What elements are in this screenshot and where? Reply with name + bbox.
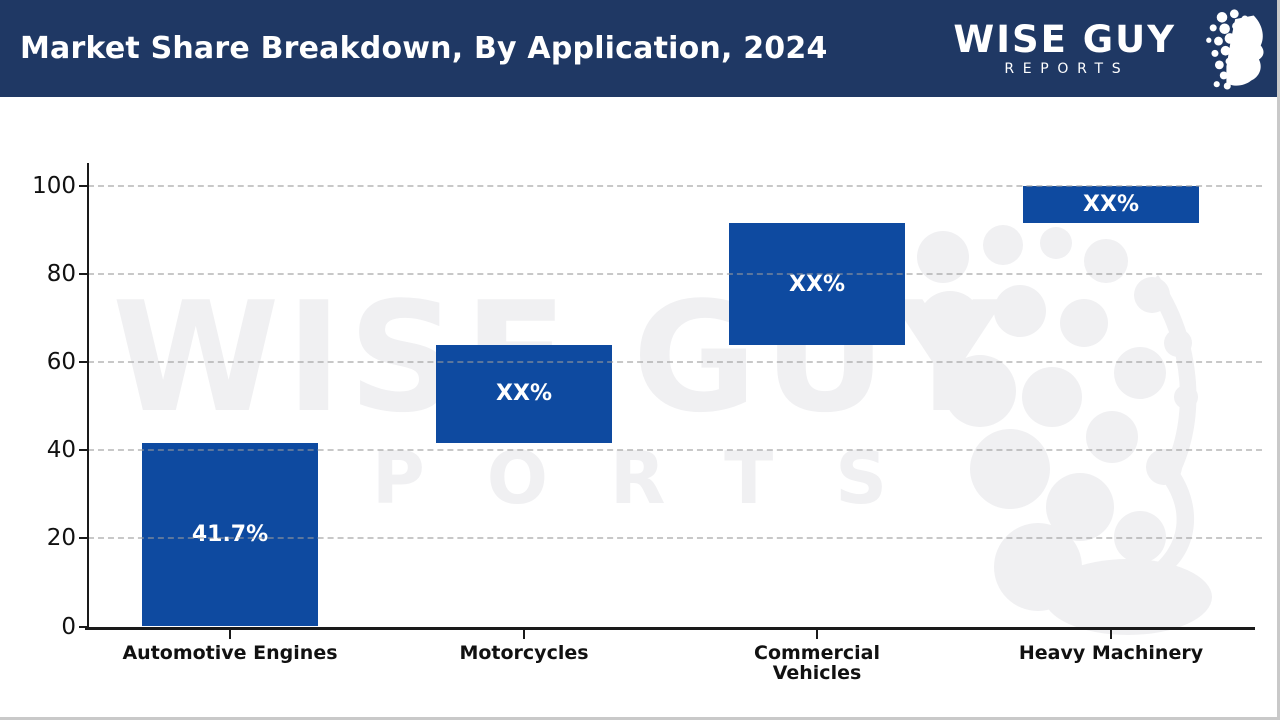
brand-logo-text: WISE GUY REPORTS	[953, 21, 1176, 76]
x-category-label-heavy-machinery: Heavy Machinery	[1018, 642, 1204, 664]
y-tick-label-20: 20	[46, 525, 76, 552]
header: Market Share Breakdown, By Application, …	[0, 0, 1277, 97]
x-tick-mark-1	[523, 630, 525, 639]
brand-logo: WISE GUY REPORTS	[953, 5, 1266, 93]
x-category-label-commercial-vehicles: Commercial Vehicles	[754, 642, 880, 684]
gridline-60	[88, 360, 1262, 363]
gridline-20	[88, 537, 1262, 540]
bar-heavy-machinery: XX%	[1023, 185, 1199, 224]
brand-subname: REPORTS	[1004, 61, 1130, 77]
watermark-text-line2: PORTS	[372, 436, 950, 520]
y-tick-mark-80	[79, 272, 87, 275]
gridline-100	[88, 184, 1262, 187]
dotted-head-icon	[1206, 8, 1264, 89]
x-category-label-motorcycles: Motorcycles	[459, 642, 589, 664]
x-tick-mark-2	[816, 630, 818, 639]
bar-automotive-engines: 41.7%	[142, 442, 318, 627]
y-tick-label-80: 80	[46, 260, 76, 287]
y-axis-spine	[87, 163, 89, 630]
y-tick-label-40: 40	[46, 437, 76, 464]
gridline-80	[88, 272, 1262, 275]
page-title: Market Share Breakdown, By Application, …	[20, 31, 828, 66]
x-tick-mark-0	[229, 630, 231, 639]
bar-commercial-vehicles: XX%	[729, 223, 905, 345]
x-tick-mark-3	[1110, 630, 1112, 639]
bar-value-label: XX%	[789, 271, 845, 297]
y-tick-mark-60	[79, 360, 87, 363]
y-tick-mark-0	[79, 625, 87, 628]
x-category-label-automotive-engines: Automotive Engines	[122, 642, 338, 664]
bar-value-label: XX%	[496, 381, 552, 407]
bar-motorcycles: XX%	[436, 344, 612, 443]
plot-area: 41.7% XX% XX% XX% 0 20 40 60 80 100 Automotive E…	[0, 97, 1277, 717]
y-tick-mark-40	[79, 449, 87, 452]
y-tick-mark-20	[79, 537, 87, 540]
y-tick-label-100: 100	[32, 172, 76, 199]
y-tick-mark-100	[79, 184, 87, 187]
y-tick-label-60: 60	[46, 348, 76, 375]
brand-name: WISE GUY	[953, 18, 1176, 61]
bar-value-label: 41.7%	[191, 522, 269, 548]
gridline-40	[88, 449, 1262, 452]
bar-value-label: XX%	[1083, 191, 1139, 217]
x-axis-spine	[85, 627, 1255, 630]
y-tick-label-0: 0	[61, 613, 76, 640]
